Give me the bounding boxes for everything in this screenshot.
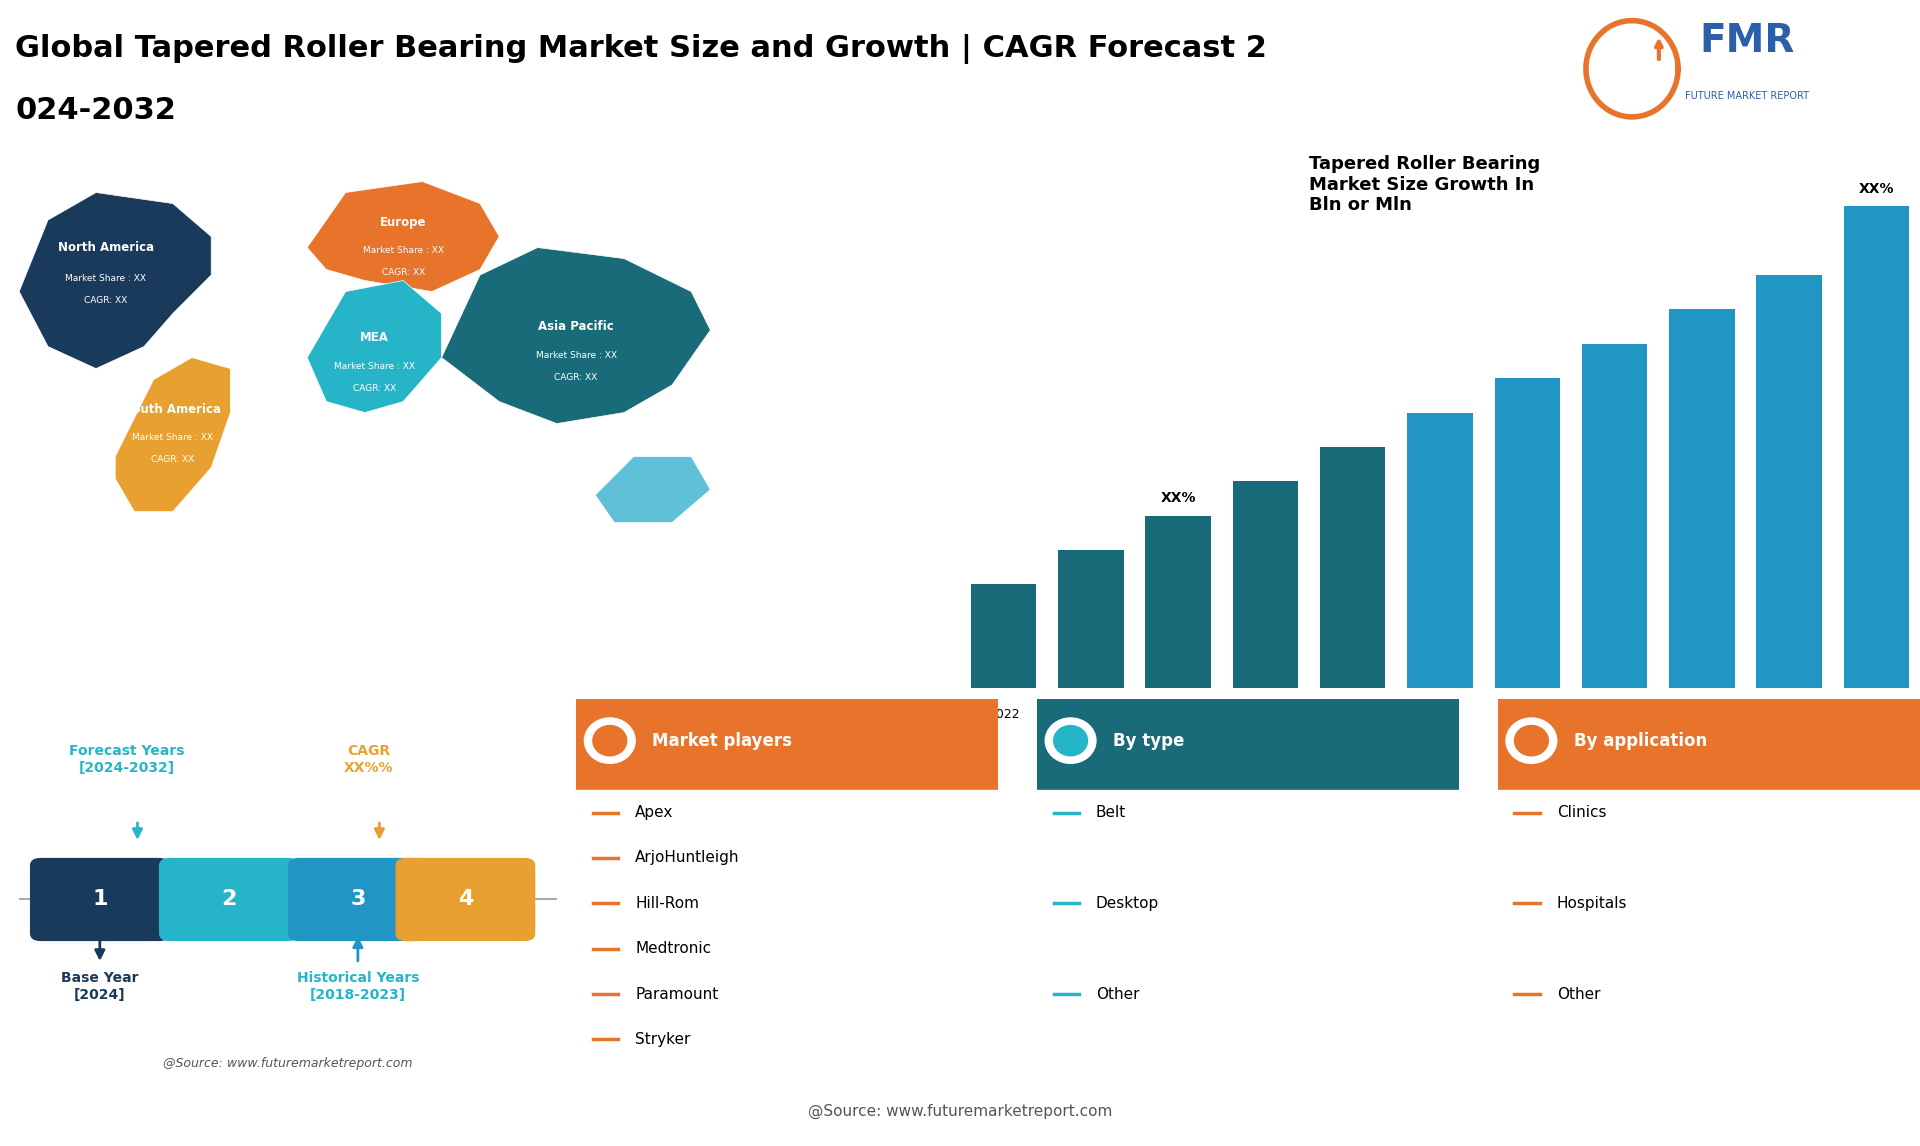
Bar [1146, 516, 1212, 688]
Text: 1: 1 [92, 889, 108, 910]
Polygon shape [307, 281, 442, 413]
Polygon shape [595, 456, 710, 523]
Text: XX%: XX% [1160, 492, 1196, 505]
Text: Hill-Rom: Hill-Rom [636, 896, 699, 911]
Text: Medtronic: Medtronic [636, 941, 710, 956]
Circle shape [1044, 717, 1096, 763]
Text: Asia Pacific: Asia Pacific [538, 320, 614, 333]
Text: Paramount: Paramount [636, 987, 718, 1002]
Text: Clinics: Clinics [1557, 804, 1607, 821]
Text: Historical Years
[2018-2023]: Historical Years [2018-2023] [296, 972, 419, 1002]
FancyBboxPatch shape [396, 858, 536, 941]
FancyBboxPatch shape [1029, 691, 1467, 790]
Text: CAGR: XX: CAGR: XX [555, 372, 597, 382]
Text: 2023: 2023 [1075, 708, 1106, 721]
Text: 2026: 2026 [1336, 708, 1369, 721]
Circle shape [593, 725, 626, 756]
Bar [1843, 206, 1908, 688]
Polygon shape [115, 358, 230, 511]
Bar [1407, 413, 1473, 688]
Text: Europe: Europe [380, 215, 426, 228]
Text: CAGR
XX%%: CAGR XX%% [344, 745, 394, 775]
Bar [1668, 309, 1734, 688]
FancyBboxPatch shape [31, 858, 169, 941]
Text: Hospitals: Hospitals [1557, 896, 1628, 911]
Text: Market Share : XX: Market Share : XX [334, 361, 415, 370]
Bar [1233, 481, 1298, 688]
Text: Market Share : XX: Market Share : XX [363, 246, 444, 256]
Text: MEA: MEA [359, 331, 390, 344]
Text: ArjoHuntleigh: ArjoHuntleigh [636, 850, 739, 865]
Text: Other: Other [1096, 987, 1139, 1002]
Text: Market players: Market players [653, 731, 793, 749]
Bar [1058, 550, 1123, 688]
Text: FUTURE MARKET REPORT: FUTURE MARKET REPORT [1686, 92, 1809, 101]
FancyBboxPatch shape [288, 858, 428, 941]
Text: CAGR: XX: CAGR: XX [382, 268, 424, 277]
Text: 2030: 2030 [1686, 708, 1718, 721]
Circle shape [1054, 725, 1087, 756]
Polygon shape [307, 181, 499, 291]
Text: Global Tapered Roller Bearing Market Size and Growth | CAGR Forecast 2: Global Tapered Roller Bearing Market Siz… [15, 34, 1267, 64]
FancyBboxPatch shape [1490, 691, 1920, 790]
Text: Market Share : XX: Market Share : XX [65, 274, 146, 283]
Text: @Source: www.futuremarketreport.com: @Source: www.futuremarketreport.com [163, 1057, 413, 1069]
Bar [972, 584, 1037, 688]
Text: Other: Other [1557, 987, 1599, 1002]
Bar [1582, 344, 1647, 688]
Text: 3: 3 [349, 889, 365, 910]
Polygon shape [19, 193, 211, 369]
Text: 2: 2 [221, 889, 236, 910]
Circle shape [1515, 725, 1548, 756]
Text: FMR: FMR [1699, 22, 1795, 61]
Text: Base Year
[2024]: Base Year [2024] [61, 972, 138, 1002]
Text: Desktop: Desktop [1096, 896, 1160, 911]
Text: 2031: 2031 [1774, 708, 1805, 721]
Circle shape [584, 717, 636, 763]
Polygon shape [442, 248, 710, 424]
Text: 2029: 2029 [1599, 708, 1630, 721]
Text: 2025: 2025 [1250, 708, 1281, 721]
FancyBboxPatch shape [568, 691, 1006, 790]
Text: @Source: www.futuremarketreport.com: @Source: www.futuremarketreport.com [808, 1104, 1112, 1120]
Text: By application: By application [1574, 731, 1707, 749]
Text: Tapered Roller Bearing
Market Size Growth In
Bln or Mln: Tapered Roller Bearing Market Size Growt… [1309, 155, 1540, 214]
Text: By type: By type [1114, 731, 1185, 749]
Text: CAGR: XX: CAGR: XX [152, 455, 194, 464]
Text: Apex: Apex [636, 804, 674, 821]
Circle shape [1505, 717, 1557, 763]
Text: North America: North America [58, 241, 154, 254]
Text: CAGR: XX: CAGR: XX [84, 296, 127, 305]
Text: XX%: XX% [1859, 182, 1895, 196]
Text: Forecast Years
[2024-2032]: Forecast Years [2024-2032] [69, 745, 184, 775]
Text: 024-2032: 024-2032 [15, 96, 177, 125]
FancyBboxPatch shape [159, 858, 300, 941]
Text: 2032: 2032 [1860, 708, 1893, 721]
Text: 2027: 2027 [1425, 708, 1455, 721]
Text: 2024: 2024 [1162, 708, 1194, 721]
Bar [1321, 447, 1386, 688]
Text: Stryker: Stryker [636, 1031, 691, 1047]
Text: Belt: Belt [1096, 804, 1127, 821]
Text: 4: 4 [457, 889, 472, 910]
Text: 2022: 2022 [987, 708, 1020, 721]
Bar [1757, 275, 1822, 688]
Text: South America: South America [125, 402, 221, 416]
Bar [1494, 378, 1559, 688]
Text: 2028: 2028 [1511, 708, 1544, 721]
Text: Market Share : XX: Market Share : XX [536, 351, 616, 360]
Text: CAGR: XX: CAGR: XX [353, 384, 396, 393]
Text: Market Share : XX: Market Share : XX [132, 433, 213, 442]
